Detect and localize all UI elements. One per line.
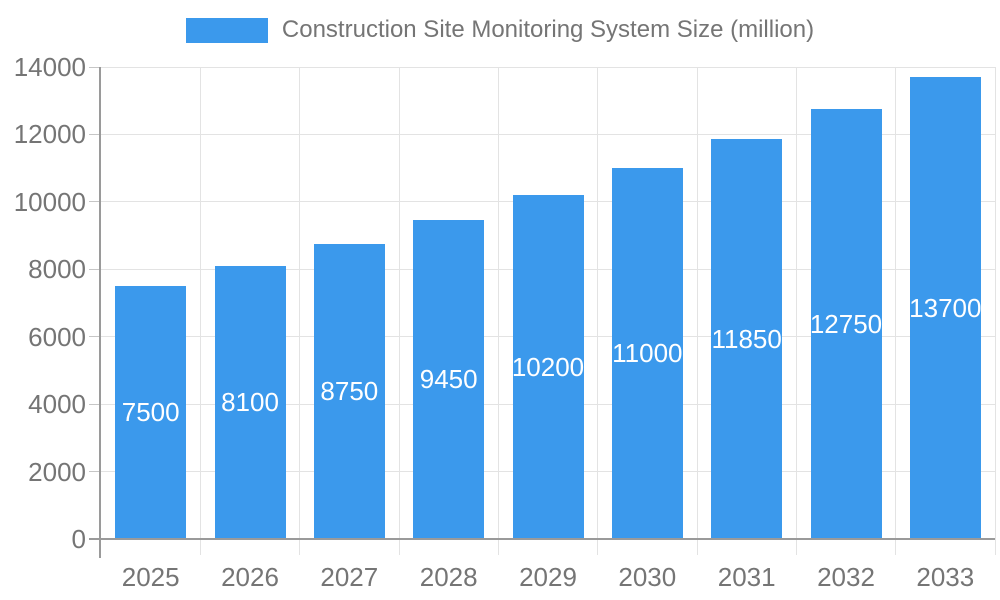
- x-axis-line: [89, 538, 995, 540]
- y-tick-label: 2000: [28, 456, 86, 487]
- x-tick-label-2029: 2029: [519, 562, 577, 592]
- x-tick-label-2031: 2031: [717, 562, 776, 592]
- y-tick-mark: [89, 471, 101, 473]
- y-tick-label: 4000: [28, 389, 86, 420]
- legend-swatch-icon[interactable]: [185, 17, 268, 43]
- y-tick-label: 0: [71, 524, 86, 554]
- y-tick-mark: [89, 201, 101, 203]
- gridline-vertical: [696, 67, 698, 555]
- gridline-horizontal: [101, 133, 995, 135]
- y-tick-label: 6000: [28, 321, 86, 352]
- x-tick-label-2027: 2027: [320, 562, 379, 592]
- x-tick-label-2033: 2033: [916, 562, 975, 592]
- bar-2028[interactable]: 9450: [413, 220, 485, 539]
- bar-2027[interactable]: 8750: [313, 244, 385, 539]
- bar-2030[interactable]: 11000: [611, 168, 683, 539]
- bar-2026[interactable]: 8100: [214, 265, 286, 539]
- bar-value-label: 11850: [711, 323, 782, 354]
- y-tick-mark: [89, 66, 101, 68]
- bar-value-label: 13700: [909, 292, 982, 323]
- bar-value-label: 9450: [419, 364, 478, 395]
- bar-2032[interactable]: 12750: [809, 109, 883, 539]
- bar-value-label: 12750: [809, 308, 883, 339]
- gridline-vertical: [398, 67, 400, 555]
- gridline-horizontal: [101, 66, 995, 68]
- y-axis-line: [99, 67, 101, 558]
- gridline-vertical: [994, 67, 996, 555]
- legend: Construction Site Monitoring System Size…: [0, 14, 1000, 46]
- gridline-vertical: [795, 67, 797, 555]
- y-tick-label: 14000: [13, 52, 86, 82]
- x-tick-label-2026: 2026: [221, 562, 279, 592]
- bar-2029[interactable]: 10200: [511, 195, 585, 539]
- x-tick-label-2032: 2032: [817, 562, 875, 592]
- bar-value-label: 11000: [612, 338, 683, 369]
- gridline-vertical: [597, 67, 599, 555]
- bar-value-label: 8750: [320, 376, 379, 406]
- y-tick-mark: [89, 133, 101, 135]
- gridline-vertical: [895, 67, 897, 555]
- y-tick-mark: [89, 336, 101, 338]
- bar-2025[interactable]: 7500: [115, 286, 187, 539]
- bar-2033[interactable]: 13700: [909, 77, 982, 539]
- bar-value-label: 7500: [121, 397, 180, 428]
- y-tick-label: 12000: [13, 119, 86, 150]
- x-tick-label-2025: 2025: [121, 562, 180, 592]
- gridline-vertical: [497, 67, 499, 555]
- gridline-vertical: [199, 67, 201, 555]
- legend-label[interactable]: Construction Site Monitoring System Size…: [281, 16, 815, 43]
- bar-2031[interactable]: 11850: [711, 139, 783, 539]
- y-tick-label: 10000: [13, 186, 86, 217]
- y-tick-label: 8000: [28, 254, 86, 285]
- gridline-vertical: [299, 67, 301, 555]
- y-tick-mark: [89, 403, 101, 405]
- y-tick-mark: [89, 268, 101, 270]
- bar-value-label: 8100: [221, 386, 279, 417]
- x-tick-label-2030: 2030: [618, 562, 677, 592]
- x-tick-label-2028: 2028: [419, 562, 478, 592]
- bar-value-label: 10200: [511, 351, 585, 382]
